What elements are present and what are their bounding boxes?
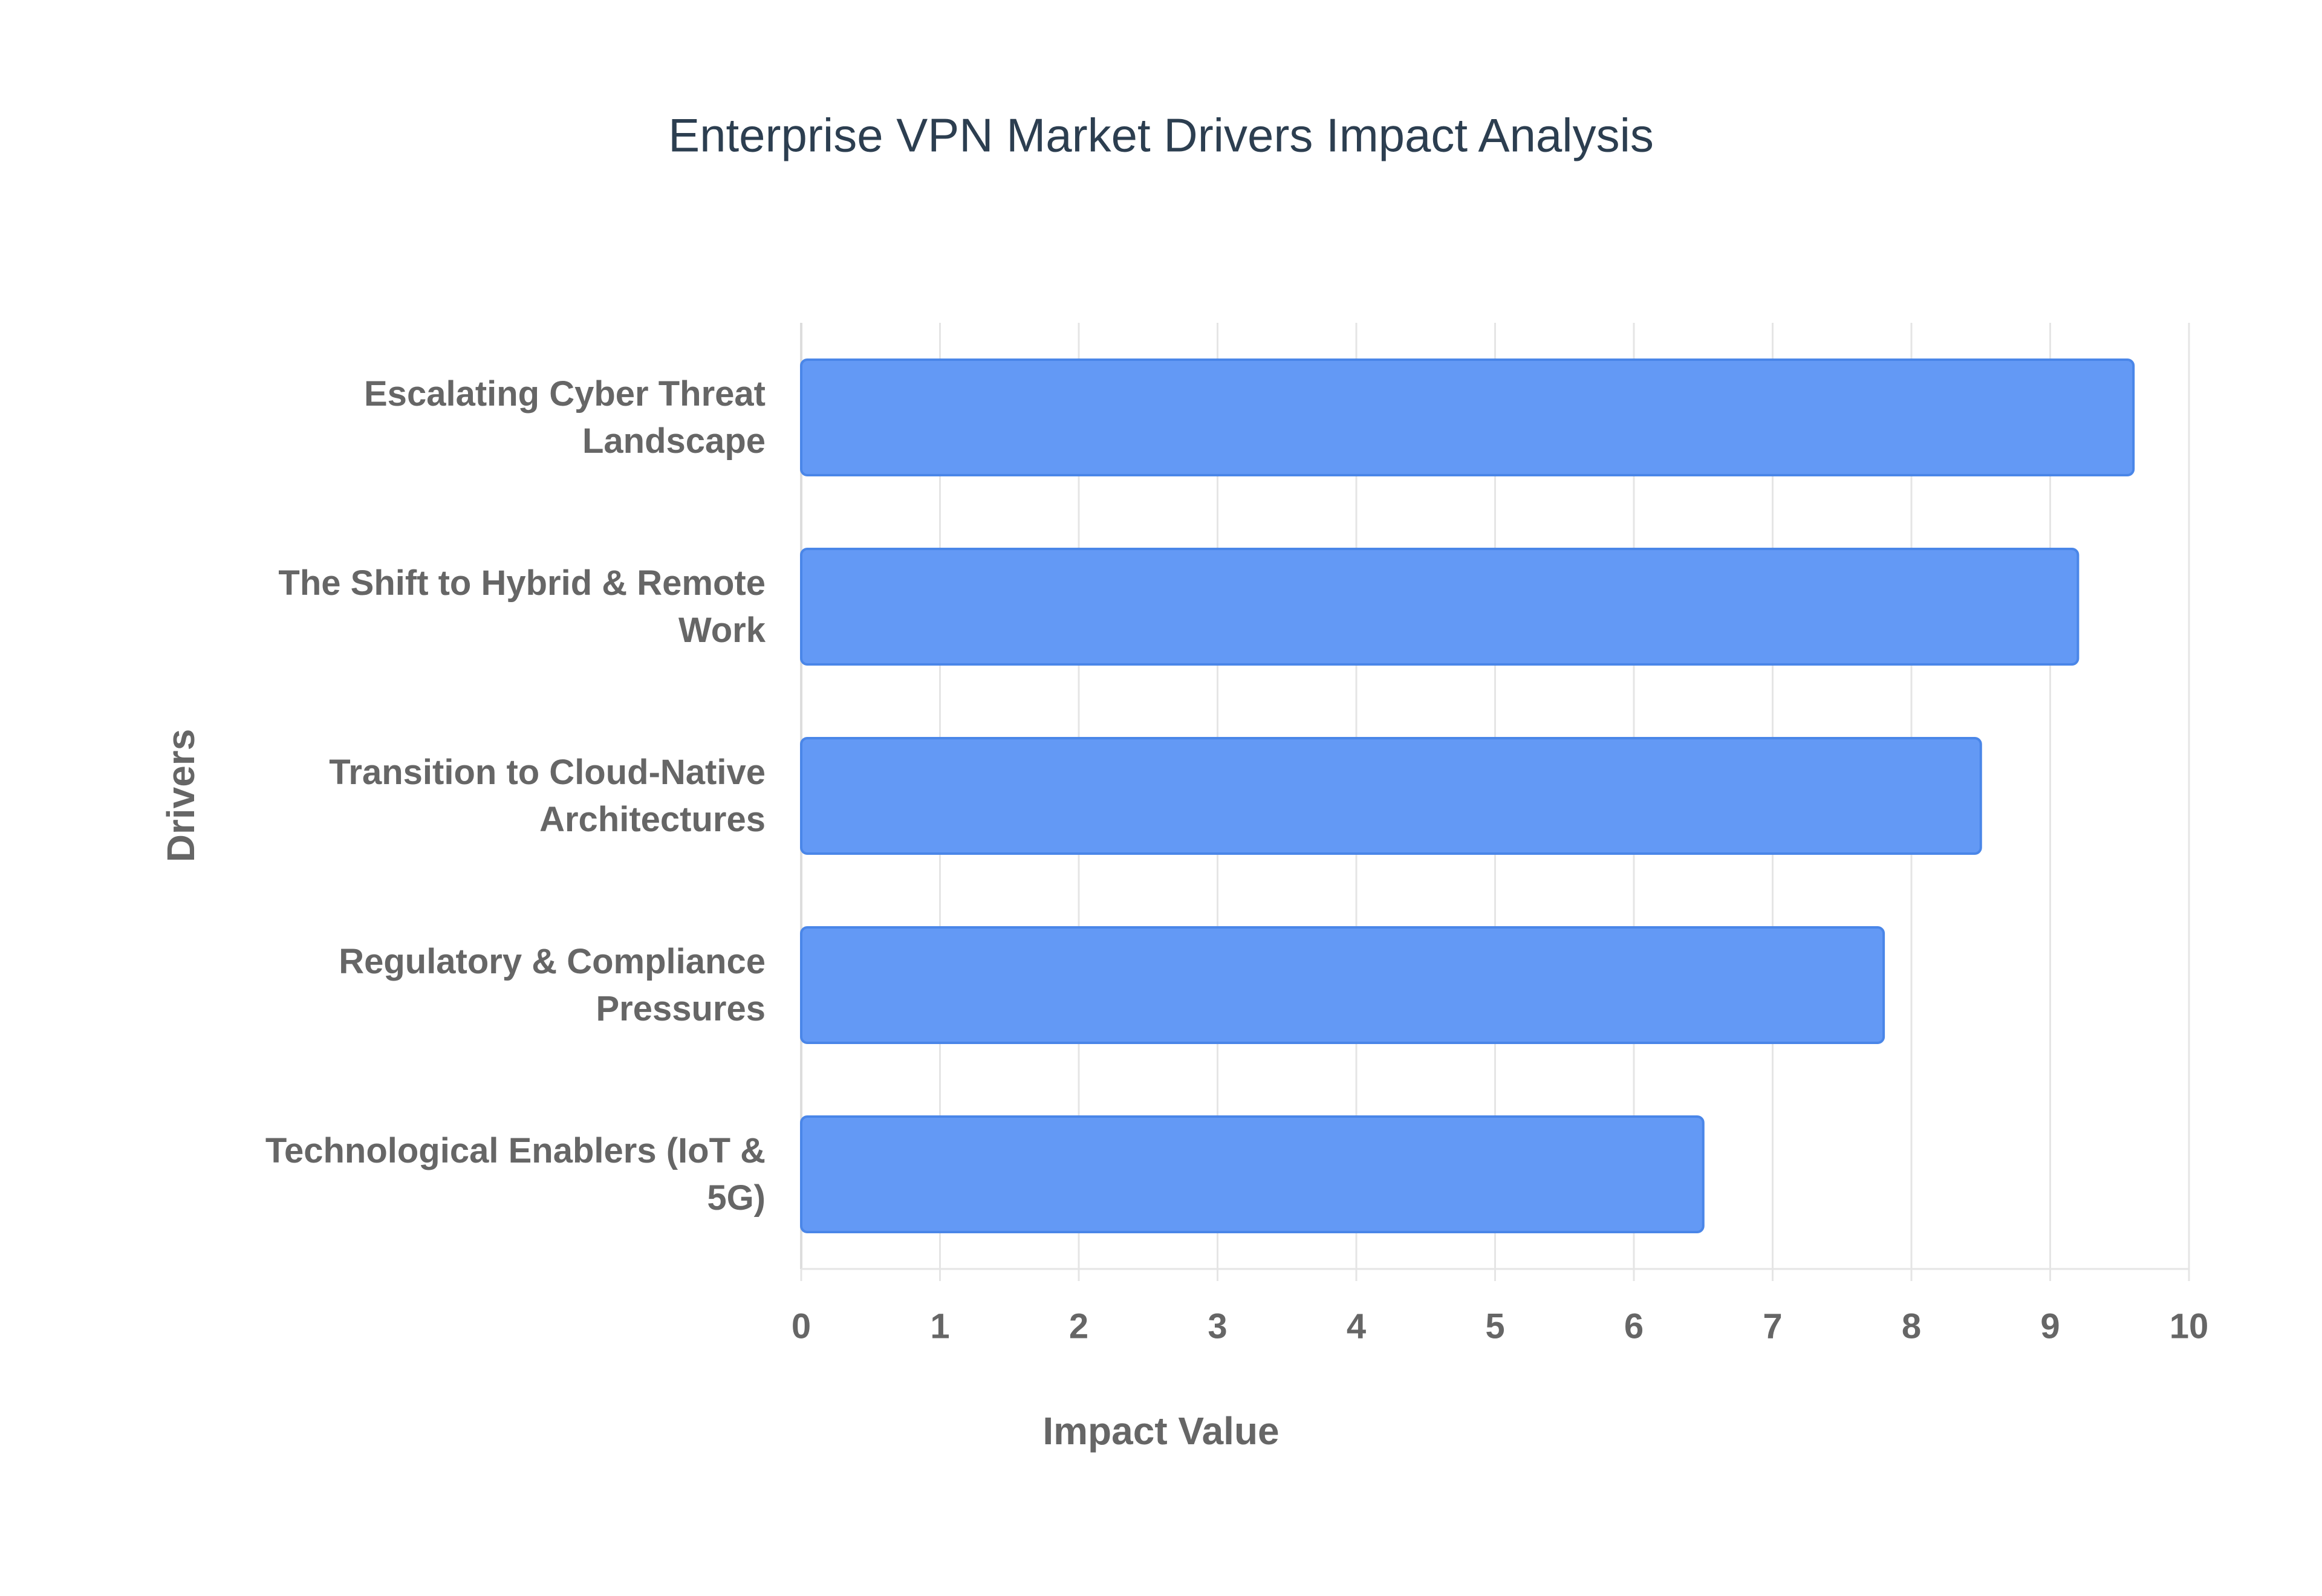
- y-axis-title: Drivers: [159, 729, 203, 863]
- x-tick-label: 5: [1485, 1306, 1504, 1346]
- y-tick-label: Regulatory & Compliance Pressures: [339, 941, 766, 1028]
- chart-title: Enterprise VPN Market Drivers Impact Ana…: [668, 109, 1654, 162]
- x-tick-label: 10: [2170, 1306, 2209, 1346]
- x-tick-label: 0: [792, 1306, 811, 1346]
- bar: [800, 926, 1885, 1044]
- y-tick-label: Escalating Cyber Threat Landscape: [364, 374, 766, 461]
- x-tick-label: 7: [1763, 1306, 1782, 1346]
- x-tick-label: 3: [1208, 1306, 1227, 1346]
- bar: [800, 548, 2080, 666]
- x-tick-label: 8: [1902, 1306, 1921, 1346]
- y-tick-label: Technological Enablers (IoT & 5G): [265, 1130, 766, 1218]
- x-tick-label: 6: [1624, 1306, 1644, 1346]
- x-axis-title: Impact Value: [1042, 1409, 1279, 1453]
- bar: [800, 737, 1982, 855]
- x-tick-label: 4: [1347, 1306, 1366, 1346]
- x-tick-label: 2: [1069, 1306, 1088, 1346]
- y-tick-label: The Shift to Hybrid & Remote Work: [278, 563, 766, 650]
- bar: [800, 358, 2135, 476]
- y-tick-label: Transition to Cloud-Native Architectures: [329, 752, 766, 839]
- x-tick-label: 9: [2040, 1306, 2060, 1346]
- bar: [800, 1115, 1705, 1233]
- x-tick-label: 1: [930, 1306, 949, 1346]
